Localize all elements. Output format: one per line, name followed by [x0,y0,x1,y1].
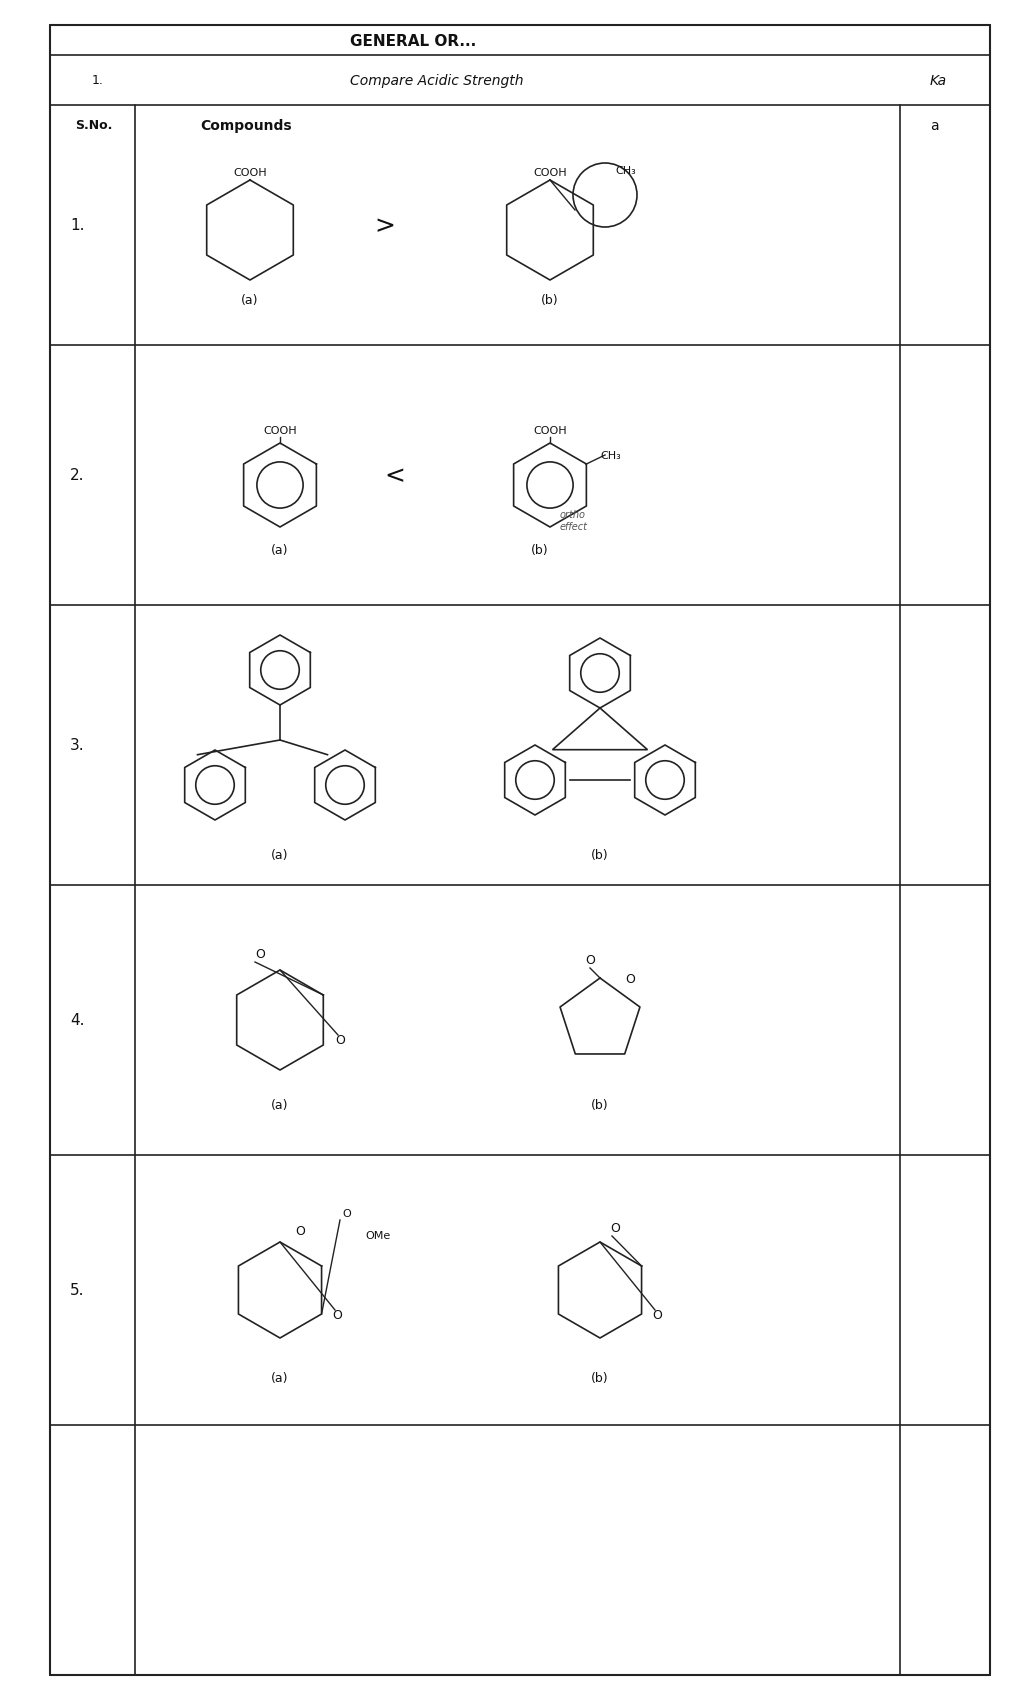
Text: 1.: 1. [70,218,85,234]
Text: (b): (b) [531,544,549,558]
Text: 2.: 2. [70,469,85,483]
Text: (b): (b) [542,295,559,307]
Text: Compounds: Compounds [200,119,292,133]
Text: GENERAL OR...: GENERAL OR... [350,34,476,48]
Text: O: O [610,1221,620,1234]
Text: O: O [585,953,595,967]
Text: (a): (a) [271,544,289,558]
Text: (a): (a) [271,849,289,863]
Text: OMe: OMe [365,1231,390,1240]
Text: 1.: 1. [92,75,103,87]
Text: 5.: 5. [70,1282,85,1298]
Text: (a): (a) [242,295,259,307]
Text: O: O [625,972,635,985]
Text: O: O [295,1224,305,1238]
Text: (a): (a) [271,1098,289,1112]
Text: Compare Acidic Strength: Compare Acidic Strength [350,73,523,89]
Text: COOH: COOH [534,167,567,177]
Text: (b): (b) [591,849,609,863]
Text: a: a [930,119,939,133]
Text: <: < [385,464,406,488]
Text: O: O [342,1209,351,1219]
Text: O: O [255,948,265,960]
Text: (b): (b) [591,1098,609,1112]
Text: >: > [375,213,395,239]
Text: O: O [332,1309,342,1321]
Text: COOH: COOH [534,426,567,436]
Text: (a): (a) [271,1373,289,1384]
Text: CH₃: CH₃ [600,450,621,460]
Text: Ka: Ka [930,73,947,89]
Text: O: O [652,1309,662,1321]
Text: S.No.: S.No. [75,119,113,133]
Text: COOH: COOH [263,426,297,436]
Text: (b): (b) [591,1373,609,1384]
Text: ortho
effect: ortho effect [560,510,588,532]
Text: COOH: COOH [233,167,267,177]
Text: 4.: 4. [70,1013,85,1028]
Text: 3.: 3. [70,738,85,754]
Text: CH₃: CH₃ [615,165,636,176]
Text: O: O [335,1033,345,1047]
